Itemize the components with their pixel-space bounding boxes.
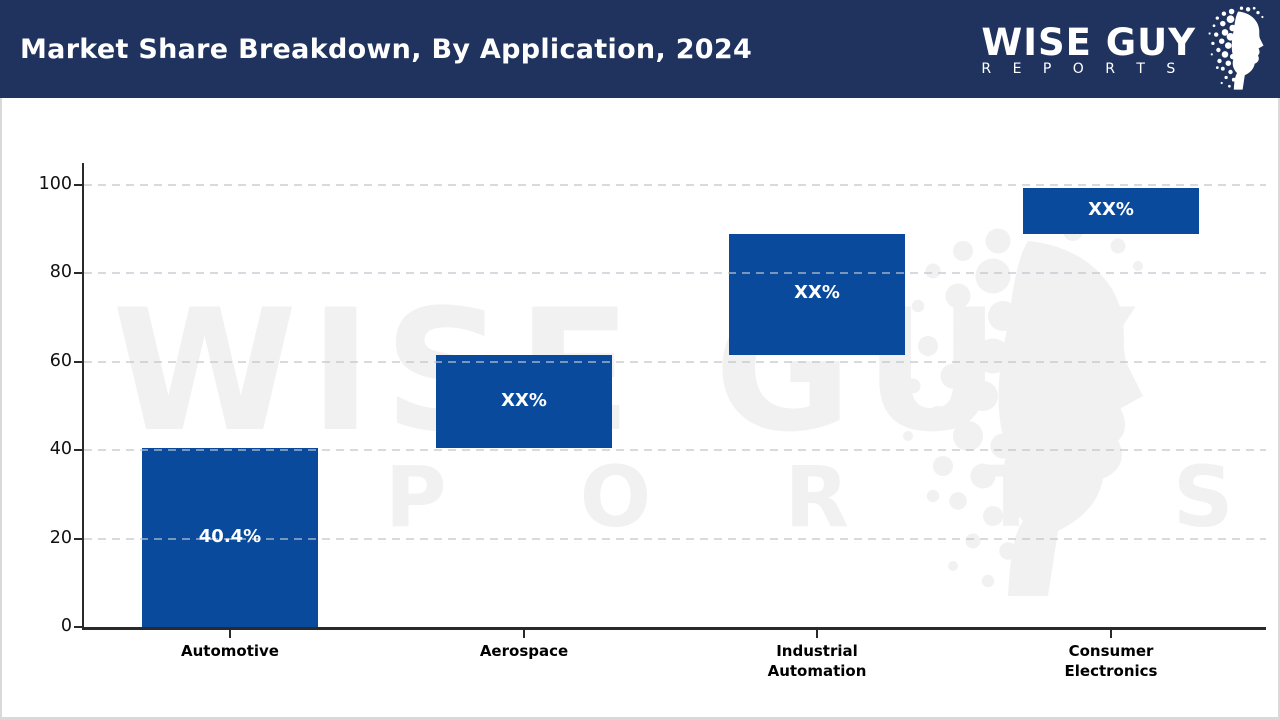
header-bar: Market Share Breakdown, By Application, …: [0, 0, 1280, 98]
x-tick-mark: [523, 629, 525, 638]
brand-subtitle: R E P O R T S: [981, 60, 1184, 77]
y-axis-line: [82, 163, 84, 629]
y-tick-mark: [74, 272, 82, 275]
chart-canvas: WISE GUY P O R T S 0 20 40 60 80 100 40.4% XX% X…: [0, 98, 1280, 720]
bar-2: [436, 354, 612, 449]
watermark-head-icon: [893, 218, 1143, 596]
y-tick-label: 40: [49, 439, 72, 460]
x-tick-mark: [816, 629, 818, 638]
x-axis-line: [82, 627, 1266, 630]
gridline-60: [84, 360, 1266, 363]
bar-value-label: XX%: [501, 389, 547, 411]
brand-logo: WISE GUY R E P O R T S: [981, 6, 1272, 94]
y-tick-mark: [74, 449, 82, 452]
y-tick-mark: [74, 537, 82, 540]
y-tick-label: 60: [49, 350, 72, 371]
x-category-label: Automotive: [181, 642, 279, 660]
brand-logo-text: WISE GUY R E P O R T S: [981, 21, 1196, 77]
gridline-100: [84, 184, 1266, 186]
gridline-40: [84, 449, 1266, 452]
y-tick-label: 80: [49, 262, 72, 283]
bar-value-label: 40.4%: [198, 525, 262, 547]
x-category-label: Aerospace: [479, 642, 569, 660]
bar-4: [1023, 187, 1199, 234]
x-category-label: Consumer Electronics: [1064, 642, 1158, 681]
brand-name: WISE GUY: [981, 21, 1196, 65]
x-tick-mark: [229, 629, 231, 638]
y-tick-mark: [74, 626, 82, 628]
y-tick-label: 20: [49, 527, 72, 548]
x-category-label: Industrial Automation: [767, 642, 867, 681]
bar-value-label: XX%: [794, 282, 840, 304]
chart-title: Market Share Breakdown, By Application, …: [20, 33, 753, 65]
plot-region: WISE GUY P O R T S 0 20 40 60 80 100 40.4% XX% X…: [2, 98, 1278, 717]
wise-guy-head-icon: [1208, 6, 1264, 90]
y-tick-label: 0: [60, 616, 72, 636]
bar-value-label: XX%: [1088, 198, 1134, 220]
y-tick-label: 100: [38, 174, 72, 194]
x-tick-mark: [1110, 629, 1112, 638]
gridline-80: [84, 272, 1266, 275]
y-tick-mark: [74, 360, 82, 363]
bar-3: [729, 233, 905, 356]
y-tick-mark: [74, 184, 82, 186]
gridline-20: [84, 537, 1266, 540]
